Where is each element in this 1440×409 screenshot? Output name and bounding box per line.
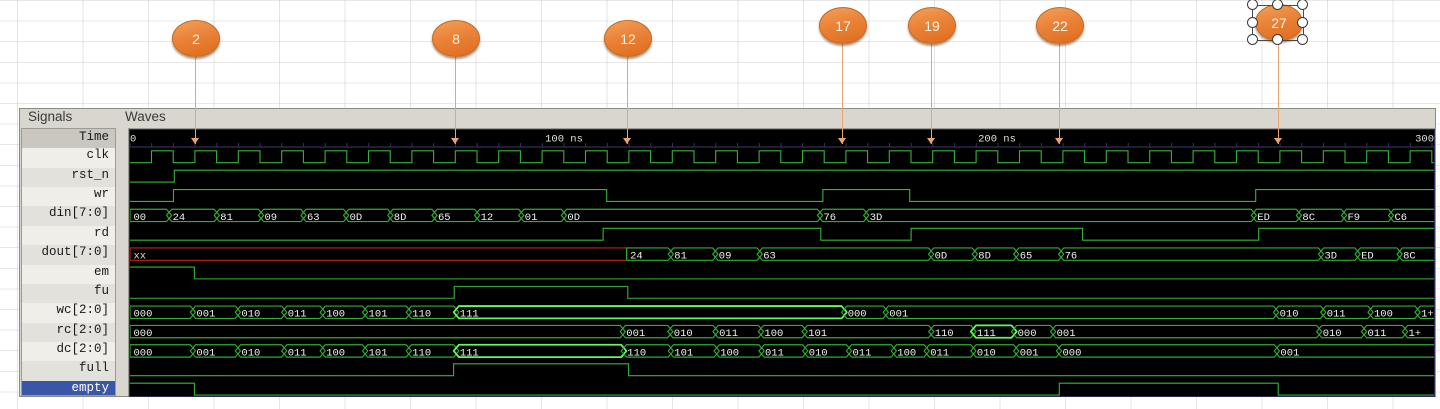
svg-text:010: 010 <box>1323 328 1342 340</box>
svg-text:010: 010 <box>809 347 828 359</box>
svg-text:011: 011 <box>765 347 784 359</box>
svg-text:010: 010 <box>1280 309 1299 321</box>
svg-text:000: 000 <box>134 309 153 321</box>
svg-text:111: 111 <box>460 309 479 321</box>
svg-text:00: 00 <box>134 212 147 224</box>
svg-text:110: 110 <box>412 347 431 359</box>
svg-text:8D: 8D <box>394 212 407 224</box>
svg-text:111: 111 <box>977 328 996 340</box>
svg-text:65: 65 <box>1020 251 1033 263</box>
svg-text:0D: 0D <box>350 212 363 224</box>
svg-text:011: 011 <box>1368 328 1387 340</box>
svg-text:010: 010 <box>241 347 260 359</box>
svg-text:0D: 0D <box>567 212 580 224</box>
svg-text:F9: F9 <box>1348 212 1361 224</box>
svg-text:011: 011 <box>719 328 738 340</box>
svg-text:0: 0 <box>130 134 136 146</box>
svg-text:011: 011 <box>1327 309 1346 321</box>
svg-text:63: 63 <box>307 212 320 224</box>
svg-text:100 ns: 100 ns <box>545 134 583 146</box>
svg-text:001: 001 <box>196 309 215 321</box>
svg-text:81: 81 <box>674 251 687 263</box>
svg-text:09: 09 <box>719 251 732 263</box>
svg-text:8D: 8D <box>978 251 991 263</box>
svg-text:110: 110 <box>935 328 954 340</box>
svg-text:000: 000 <box>848 309 867 321</box>
svg-text:001: 001 <box>196 347 215 359</box>
svg-text:010: 010 <box>674 328 693 340</box>
svg-text:100: 100 <box>1374 309 1393 321</box>
svg-text:63: 63 <box>763 251 776 263</box>
svg-text:001: 001 <box>626 328 645 340</box>
svg-text:110: 110 <box>627 347 646 359</box>
svg-text:100: 100 <box>720 347 739 359</box>
svg-text:101: 101 <box>369 347 388 359</box>
svg-text:101: 101 <box>369 309 388 321</box>
svg-text:111: 111 <box>460 347 479 359</box>
svg-text:8C: 8C <box>1302 212 1315 224</box>
svg-text:3D: 3D <box>870 212 883 224</box>
svg-text:65: 65 <box>438 212 451 224</box>
svg-text:000: 000 <box>1018 328 1037 340</box>
svg-text:011: 011 <box>853 347 872 359</box>
svg-text:09: 09 <box>265 212 278 224</box>
svg-text:12: 12 <box>481 212 494 224</box>
svg-text:001: 001 <box>1280 347 1299 359</box>
svg-text:100: 100 <box>897 347 916 359</box>
svg-text:000: 000 <box>134 328 153 340</box>
svg-text:100: 100 <box>326 309 345 321</box>
svg-text:xx: xx <box>134 251 147 263</box>
svg-text:000: 000 <box>1063 347 1082 359</box>
svg-text:8C: 8C <box>1403 251 1416 263</box>
svg-text:0D: 0D <box>935 251 948 263</box>
svg-text:011: 011 <box>288 309 307 321</box>
svg-text:001: 001 <box>1020 347 1039 359</box>
svg-text:76: 76 <box>824 212 837 224</box>
svg-text:100: 100 <box>764 328 783 340</box>
svg-text:011: 011 <box>930 347 949 359</box>
svg-text:81: 81 <box>220 212 233 224</box>
svg-text:010: 010 <box>241 309 260 321</box>
svg-text:3D: 3D <box>1325 251 1338 263</box>
svg-text:76: 76 <box>1065 251 1078 263</box>
svg-text:110: 110 <box>412 309 431 321</box>
svg-text:001: 001 <box>889 309 908 321</box>
svg-text:C6: C6 <box>1395 212 1408 224</box>
svg-text:101: 101 <box>808 328 827 340</box>
svg-text:200 ns: 200 ns <box>978 134 1016 146</box>
svg-text:011: 011 <box>288 347 307 359</box>
svg-text:24: 24 <box>630 251 643 263</box>
svg-text:ED: ED <box>1257 212 1270 224</box>
svg-text:1+: 1+ <box>1409 328 1422 340</box>
svg-text:ED: ED <box>1361 251 1374 263</box>
svg-text:300: 300 <box>1415 134 1434 146</box>
svg-text:010: 010 <box>977 347 996 359</box>
svg-text:100: 100 <box>326 347 345 359</box>
svg-text:24: 24 <box>173 212 186 224</box>
svg-text:001: 001 <box>1057 328 1076 340</box>
svg-text:000: 000 <box>134 347 153 359</box>
svg-text:1+: 1+ <box>1421 309 1434 321</box>
svg-text:01: 01 <box>525 212 538 224</box>
svg-text:101: 101 <box>674 347 693 359</box>
